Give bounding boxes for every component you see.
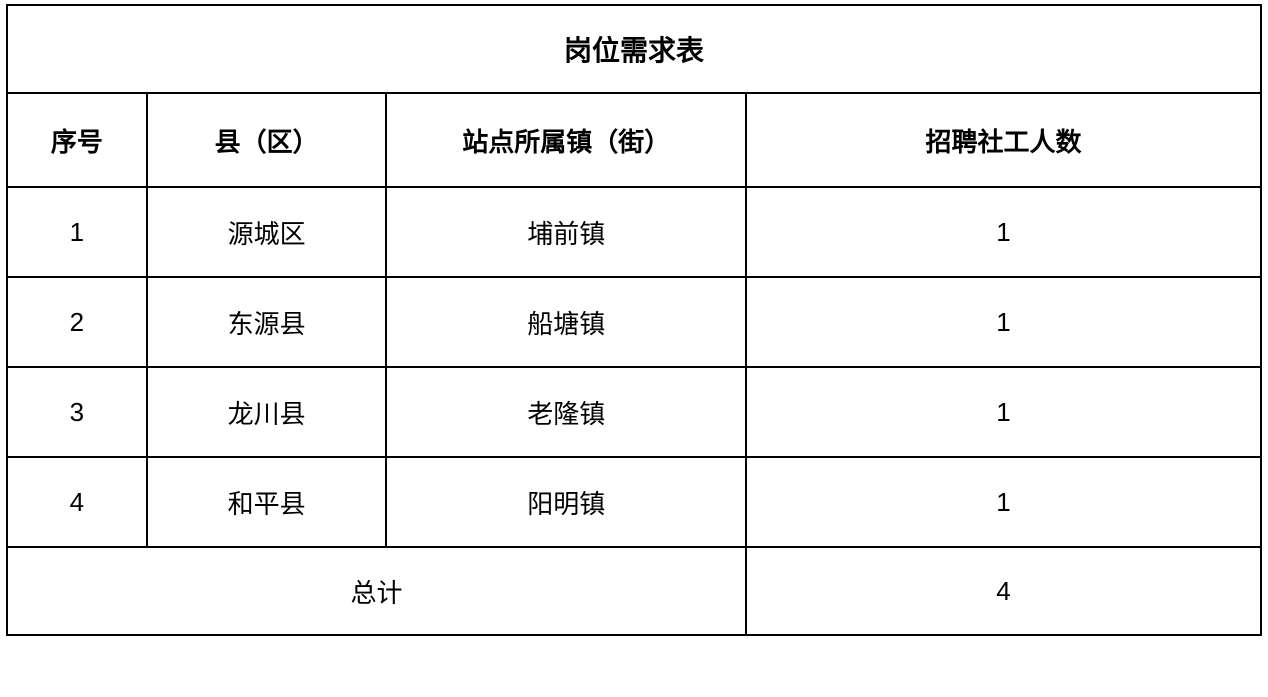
total-value: 4 [746, 547, 1261, 635]
table-title: 岗位需求表 [7, 5, 1261, 93]
table-row: 2 东源县 船塘镇 1 [7, 277, 1261, 367]
table-row: 1 源城区 埔前镇 1 [7, 187, 1261, 277]
table-total-row: 总计 4 [7, 547, 1261, 635]
table-header-row: 序号 县（区） 站点所属镇（街） 招聘社工人数 [7, 93, 1261, 187]
cell-count: 1 [746, 367, 1261, 457]
cell-town: 老隆镇 [386, 367, 745, 457]
cell-district: 和平县 [147, 457, 387, 547]
table-row: 4 和平县 阳明镇 1 [7, 457, 1261, 547]
cell-num: 3 [7, 367, 147, 457]
cell-num: 2 [7, 277, 147, 367]
cell-town: 船塘镇 [386, 277, 745, 367]
cell-count: 1 [746, 457, 1261, 547]
cell-district: 龙川县 [147, 367, 387, 457]
cell-district: 东源县 [147, 277, 387, 367]
cell-town: 阳明镇 [386, 457, 745, 547]
table-title-row: 岗位需求表 [7, 5, 1261, 93]
cell-num: 4 [7, 457, 147, 547]
cell-town: 埔前镇 [386, 187, 745, 277]
position-demand-table: 岗位需求表 序号 县（区） 站点所属镇（街） 招聘社工人数 1 源城区 埔前镇 … [6, 4, 1262, 636]
header-count: 招聘社工人数 [746, 93, 1261, 187]
cell-num: 1 [7, 187, 147, 277]
cell-count: 1 [746, 187, 1261, 277]
table-row: 3 龙川县 老隆镇 1 [7, 367, 1261, 457]
total-label: 总计 [7, 547, 746, 635]
header-num: 序号 [7, 93, 147, 187]
header-district: 县（区） [147, 93, 387, 187]
header-town: 站点所属镇（街） [386, 93, 745, 187]
cell-district: 源城区 [147, 187, 387, 277]
cell-count: 1 [746, 277, 1261, 367]
